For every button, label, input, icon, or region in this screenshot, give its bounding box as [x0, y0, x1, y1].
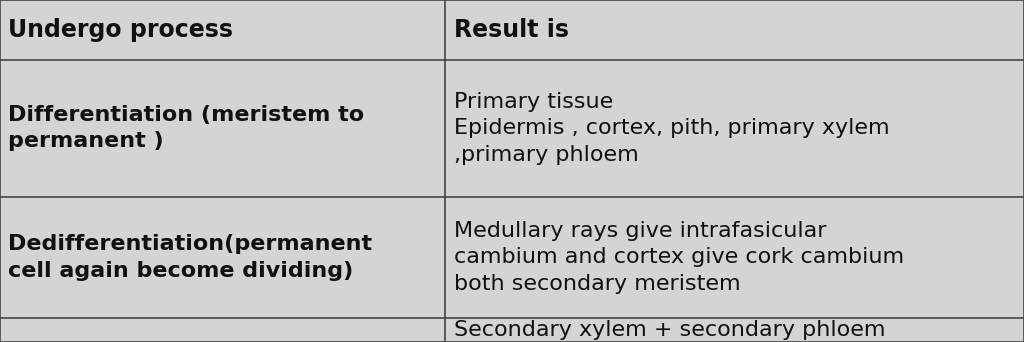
Text: Result is: Result is — [454, 18, 568, 42]
Text: Primary tissue
Epidermis , cortex, pith, primary xylem
,primary phloem: Primary tissue Epidermis , cortex, pith,… — [454, 92, 889, 165]
Text: Secondary xylem + secondary phloem: Secondary xylem + secondary phloem — [454, 320, 885, 340]
Text: Differentiation (meristem to
permanent ): Differentiation (meristem to permanent ) — [8, 105, 365, 152]
Text: Dedifferentiation(permanent
cell again become dividing): Dedifferentiation(permanent cell again b… — [8, 234, 373, 280]
Text: Medullary rays give intrafasicular
cambium and cortex give cork cambium
both sec: Medullary rays give intrafasicular cambi… — [454, 221, 904, 294]
Text: Undergo process: Undergo process — [8, 18, 233, 42]
